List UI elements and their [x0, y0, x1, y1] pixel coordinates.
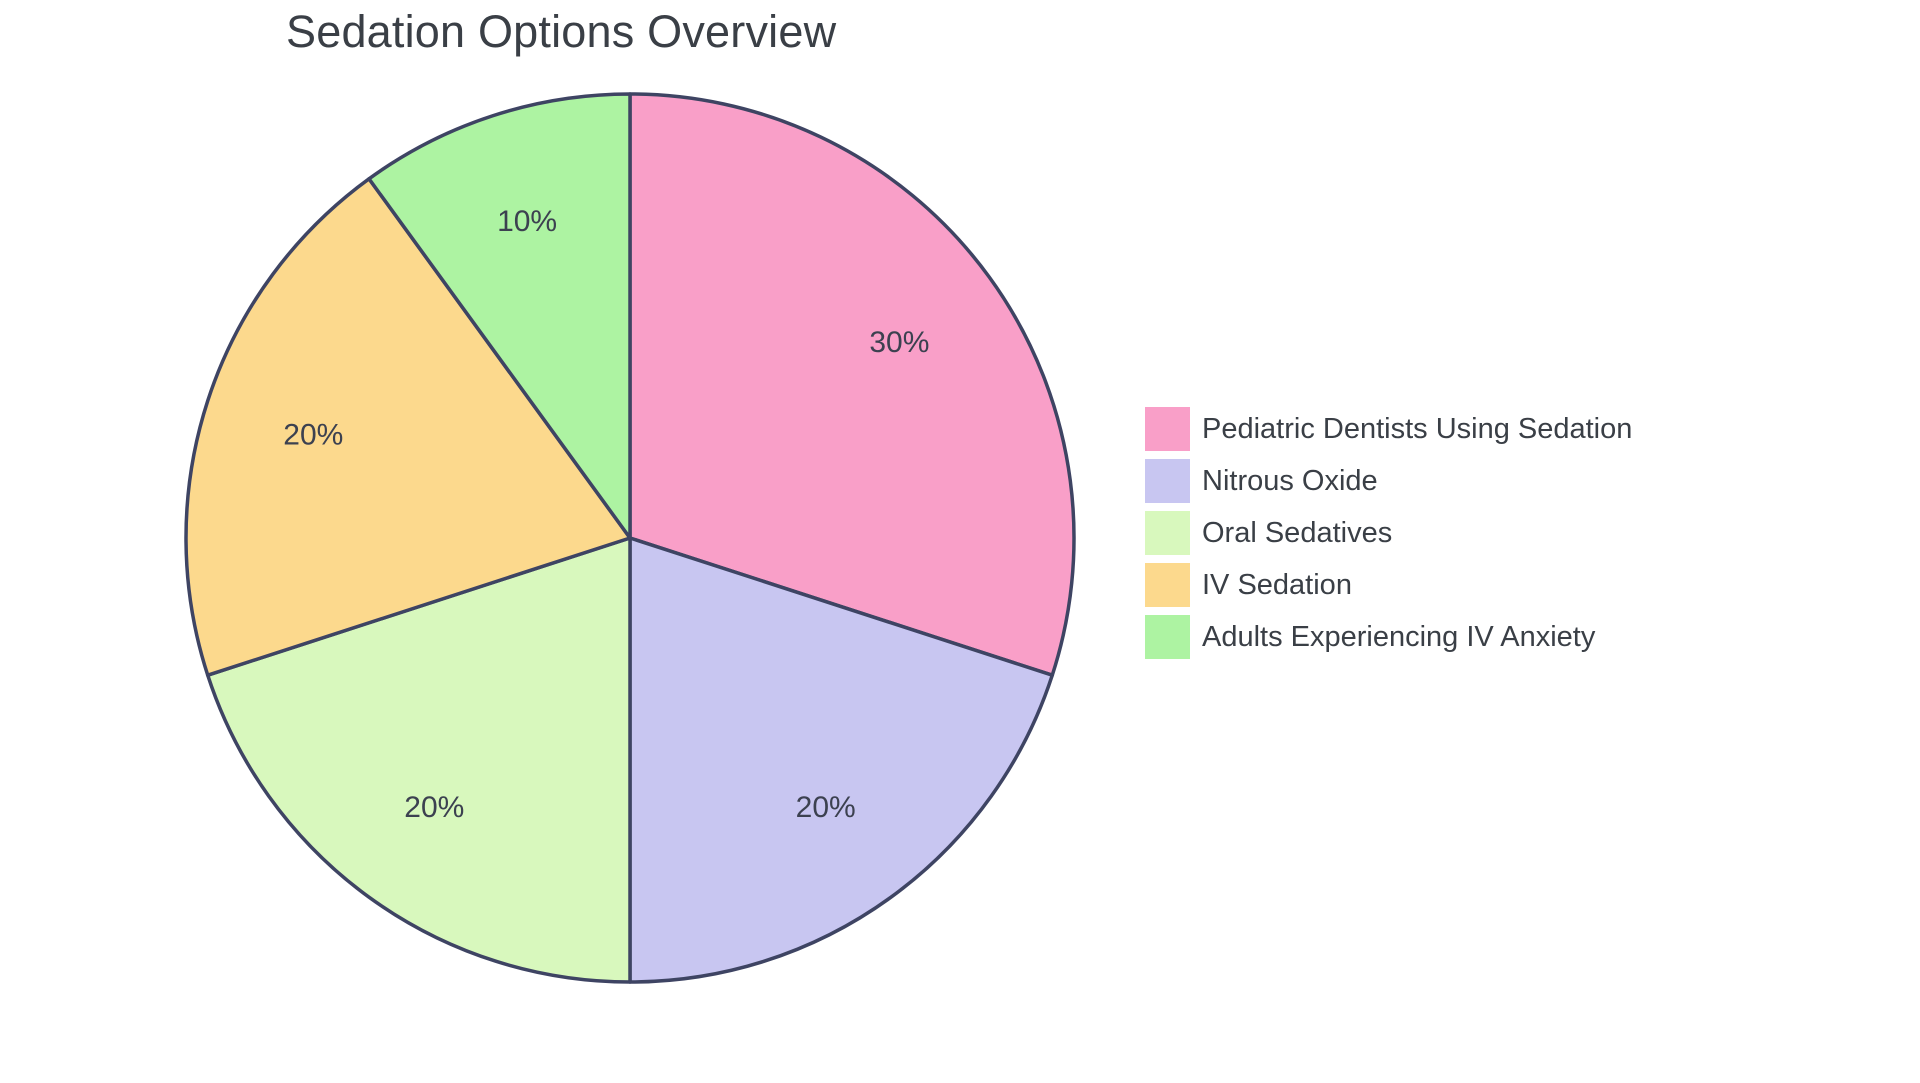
- legend-label-3: IV Sedation: [1202, 568, 1352, 601]
- chart-title: Sedation Options Overview: [286, 6, 837, 57]
- legend-swatch-2: [1145, 511, 1190, 555]
- percent-label-2: 20%: [404, 791, 464, 824]
- legend-item-3: IV Sedation: [1145, 563, 1632, 607]
- pie-percent-labels: 30% 20% 20% 20% 10%: [283, 205, 929, 824]
- legend-swatch-3: [1145, 563, 1190, 607]
- legend-item-2: Oral Sedatives: [1145, 511, 1632, 555]
- legend-swatch-0: [1145, 407, 1190, 451]
- legend-item-4: Adults Experiencing IV Anxiety: [1145, 615, 1632, 659]
- legend-item-0: Pediatric Dentists Using Sedation: [1145, 407, 1632, 451]
- legend-label-2: Oral Sedatives: [1202, 516, 1393, 549]
- percent-label-4: 10%: [497, 205, 557, 238]
- legend-label-0: Pediatric Dentists Using Sedation: [1202, 412, 1633, 445]
- legend-label-1: Nitrous Oxide: [1202, 464, 1378, 497]
- legend-swatch-4: [1145, 615, 1190, 659]
- percent-label-3: 20%: [283, 419, 343, 452]
- pie-slice-2: [205, 536, 632, 984]
- pie-slice-0: [628, 92, 1076, 677]
- percent-label-1: 20%: [796, 791, 856, 824]
- legend: Pediatric Dentists Using Sedation Nitrous…: [1145, 407, 1632, 659]
- legend-item-1: Nitrous Oxide: [1145, 459, 1632, 503]
- pie-slice-4: [367, 92, 632, 540]
- pie-slices: [184, 92, 1076, 984]
- pie-slice-3: [184, 177, 632, 677]
- pie-slice-1: [628, 536, 1055, 984]
- legend-label-4: Adults Experiencing IV Anxiety: [1202, 620, 1596, 653]
- percent-label-0: 30%: [869, 326, 929, 359]
- legend-swatch-1: [1145, 459, 1190, 503]
